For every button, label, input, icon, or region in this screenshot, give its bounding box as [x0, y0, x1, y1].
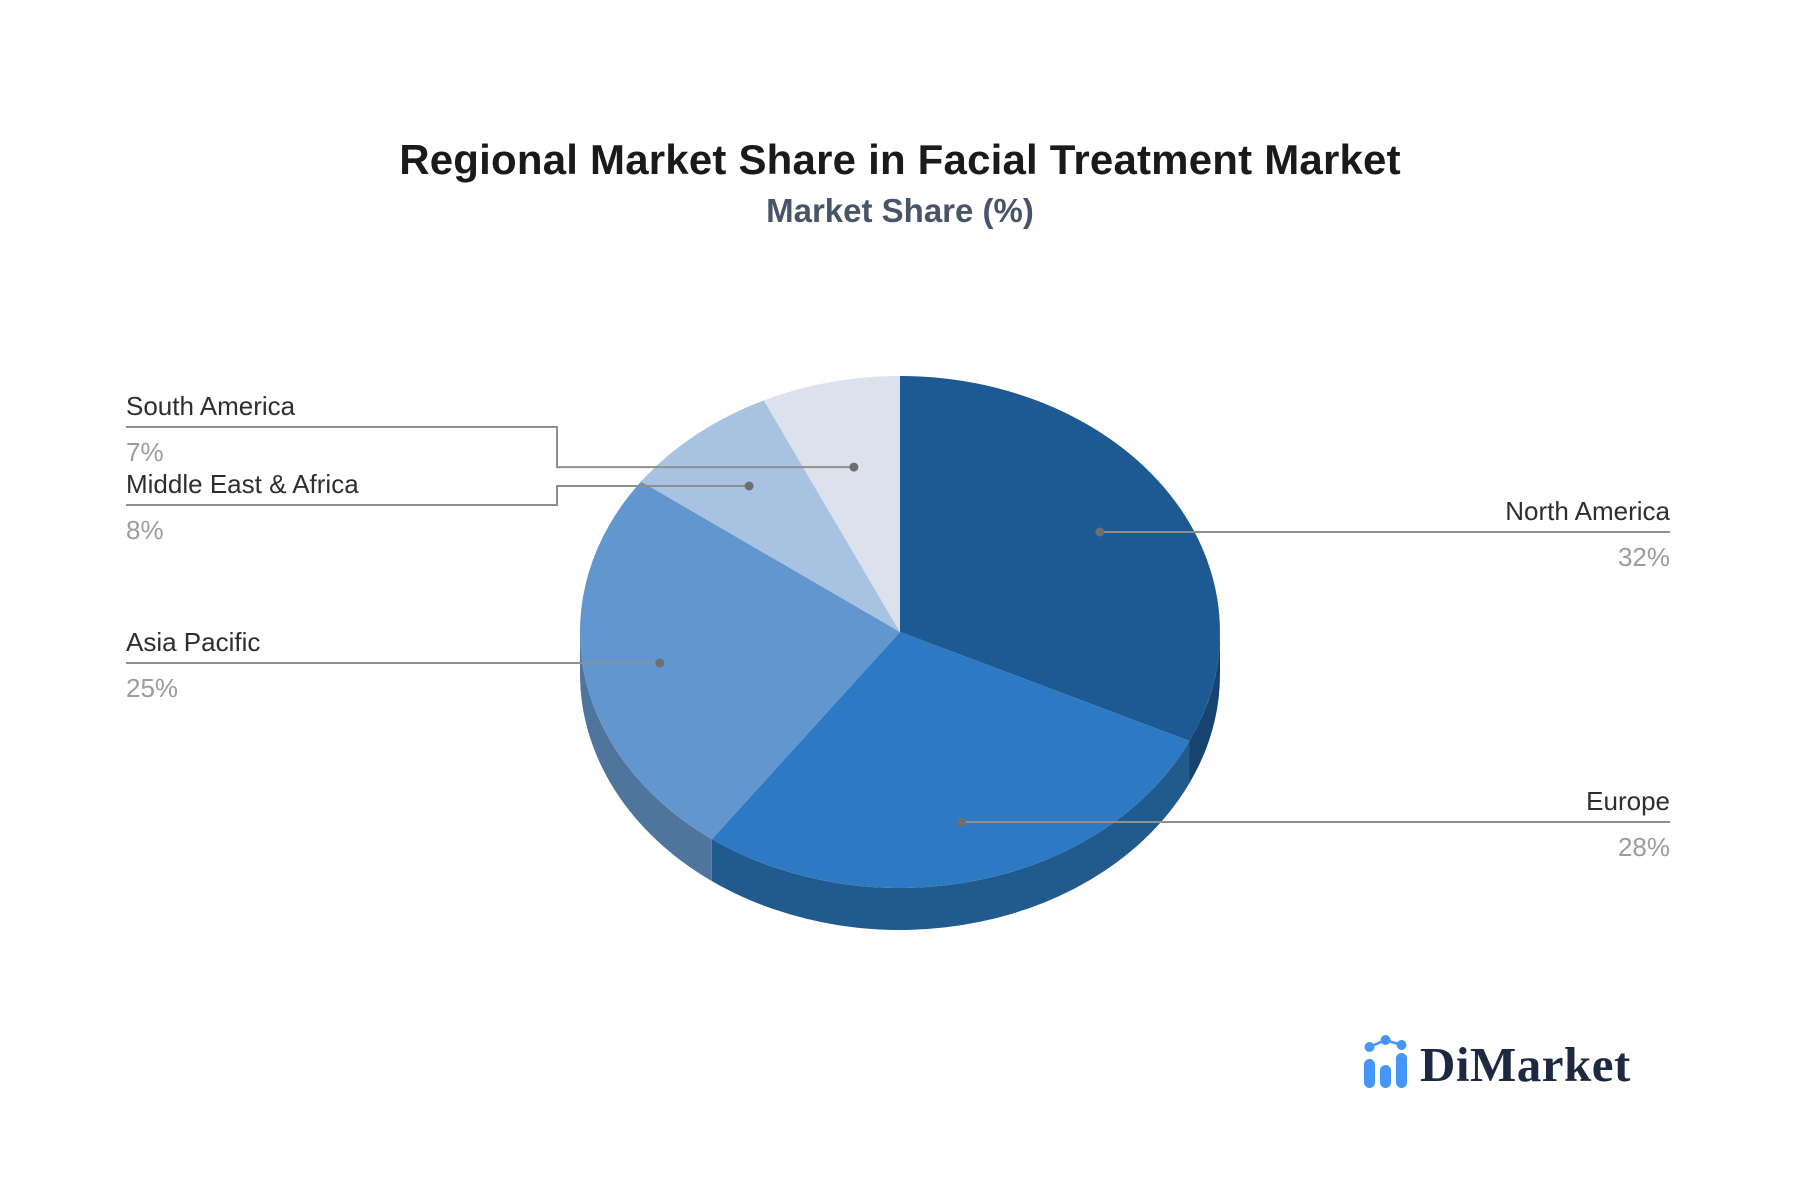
pie-slice-side-europe — [711, 741, 1190, 930]
leader-dot-europe — [956, 817, 966, 827]
bar-chart-trend-icon — [1364, 1035, 1407, 1088]
leader-dot-north-america — [1095, 527, 1105, 537]
pie-slice-middle-east-africa — [641, 400, 900, 632]
leader-line-middle-east-africa — [126, 485, 750, 506]
pie-slice-side-north-america — [1189, 632, 1220, 783]
chart-title: Regional Market Share in Facial Treatmen… — [399, 136, 1401, 183]
brand-logo-text: DiMarket — [1420, 1037, 1631, 1092]
leader-dot-south-america — [849, 462, 859, 472]
brand-logo: DiMarket — [1360, 1030, 1680, 1100]
pie-slice-south-america — [763, 376, 900, 632]
leader-dot-middle-east-africa — [744, 481, 754, 491]
chart-subtitle: Market Share (%) — [766, 192, 1034, 229]
pie-slice-side-asia-pacific — [580, 632, 712, 882]
pie-slice-europe — [711, 632, 1190, 888]
pie-slice-north-america — [900, 376, 1220, 741]
pie-slice-asia-pacific — [579, 481, 900, 840]
leader-dot-asia-pacific — [655, 658, 665, 668]
leader-line-south-america — [126, 426, 854, 469]
